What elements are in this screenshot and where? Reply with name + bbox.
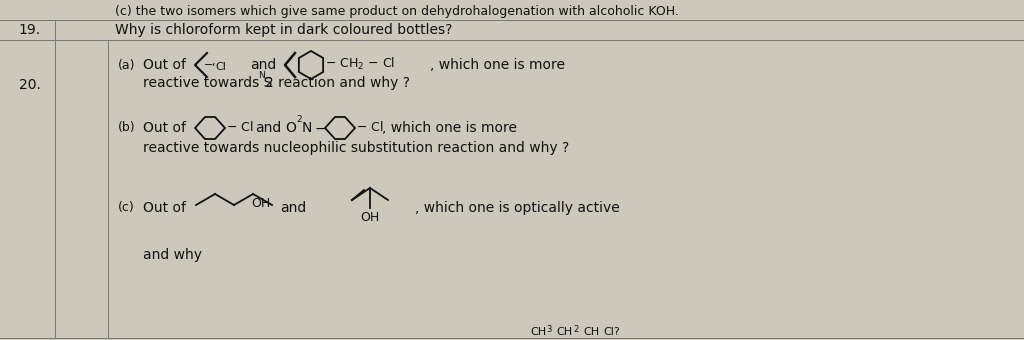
Text: reactive towards nucleophilic substitution reaction and why ?: reactive towards nucleophilic substituti… — [143, 141, 569, 155]
Text: Out of: Out of — [143, 201, 186, 215]
Text: reactive towards S: reactive towards S — [143, 76, 272, 90]
Text: Out of: Out of — [143, 58, 186, 72]
Text: Why is chloroform kept in dark coloured bottles?: Why is chloroform kept in dark coloured … — [115, 23, 453, 37]
Text: (a): (a) — [118, 58, 135, 71]
Text: $-$ CH$_2$ $-$ Cl: $-$ CH$_2$ $-$ Cl — [325, 56, 395, 72]
Text: $-$: $-$ — [314, 121, 327, 135]
Text: and: and — [255, 121, 282, 135]
Text: $-$: $-$ — [203, 58, 213, 68]
Text: and why: and why — [143, 248, 202, 262]
Text: (c) the two isomers which give same product on dehydrohalogenation with alcoholi: (c) the two isomers which give same prod… — [115, 4, 679, 17]
Text: CH: CH — [530, 327, 546, 337]
Text: 19.: 19. — [18, 23, 41, 37]
Text: (c): (c) — [118, 202, 135, 215]
Text: CH: CH — [556, 327, 572, 337]
Text: CH: CH — [583, 327, 599, 337]
Text: $-$ Cl: $-$ Cl — [356, 120, 383, 134]
Text: 2: 2 — [296, 115, 302, 124]
Text: $-$ Cl: $-$ Cl — [226, 120, 254, 134]
Text: (b): (b) — [118, 121, 135, 135]
Text: 20.: 20. — [19, 78, 41, 92]
Text: , which one is more: , which one is more — [430, 58, 565, 72]
Text: O: O — [285, 121, 296, 135]
Polygon shape — [195, 117, 225, 139]
Polygon shape — [325, 117, 355, 139]
Text: N: N — [302, 121, 312, 135]
Polygon shape — [299, 51, 324, 79]
Text: 3: 3 — [546, 324, 551, 334]
Text: Out of: Out of — [143, 121, 186, 135]
Text: ,: , — [211, 57, 214, 67]
Text: 2 reaction and why ?: 2 reaction and why ? — [265, 76, 410, 90]
Text: , which one is more: , which one is more — [382, 121, 517, 135]
Text: Cl?: Cl? — [603, 327, 620, 337]
Text: OH: OH — [360, 211, 380, 224]
Text: OH: OH — [251, 197, 270, 210]
Text: Cl: Cl — [215, 62, 226, 72]
Text: N: N — [258, 71, 265, 80]
Text: and: and — [250, 58, 276, 72]
Text: and: and — [280, 201, 306, 215]
Text: , which one is optically active: , which one is optically active — [415, 201, 620, 215]
Text: 2: 2 — [573, 324, 579, 334]
